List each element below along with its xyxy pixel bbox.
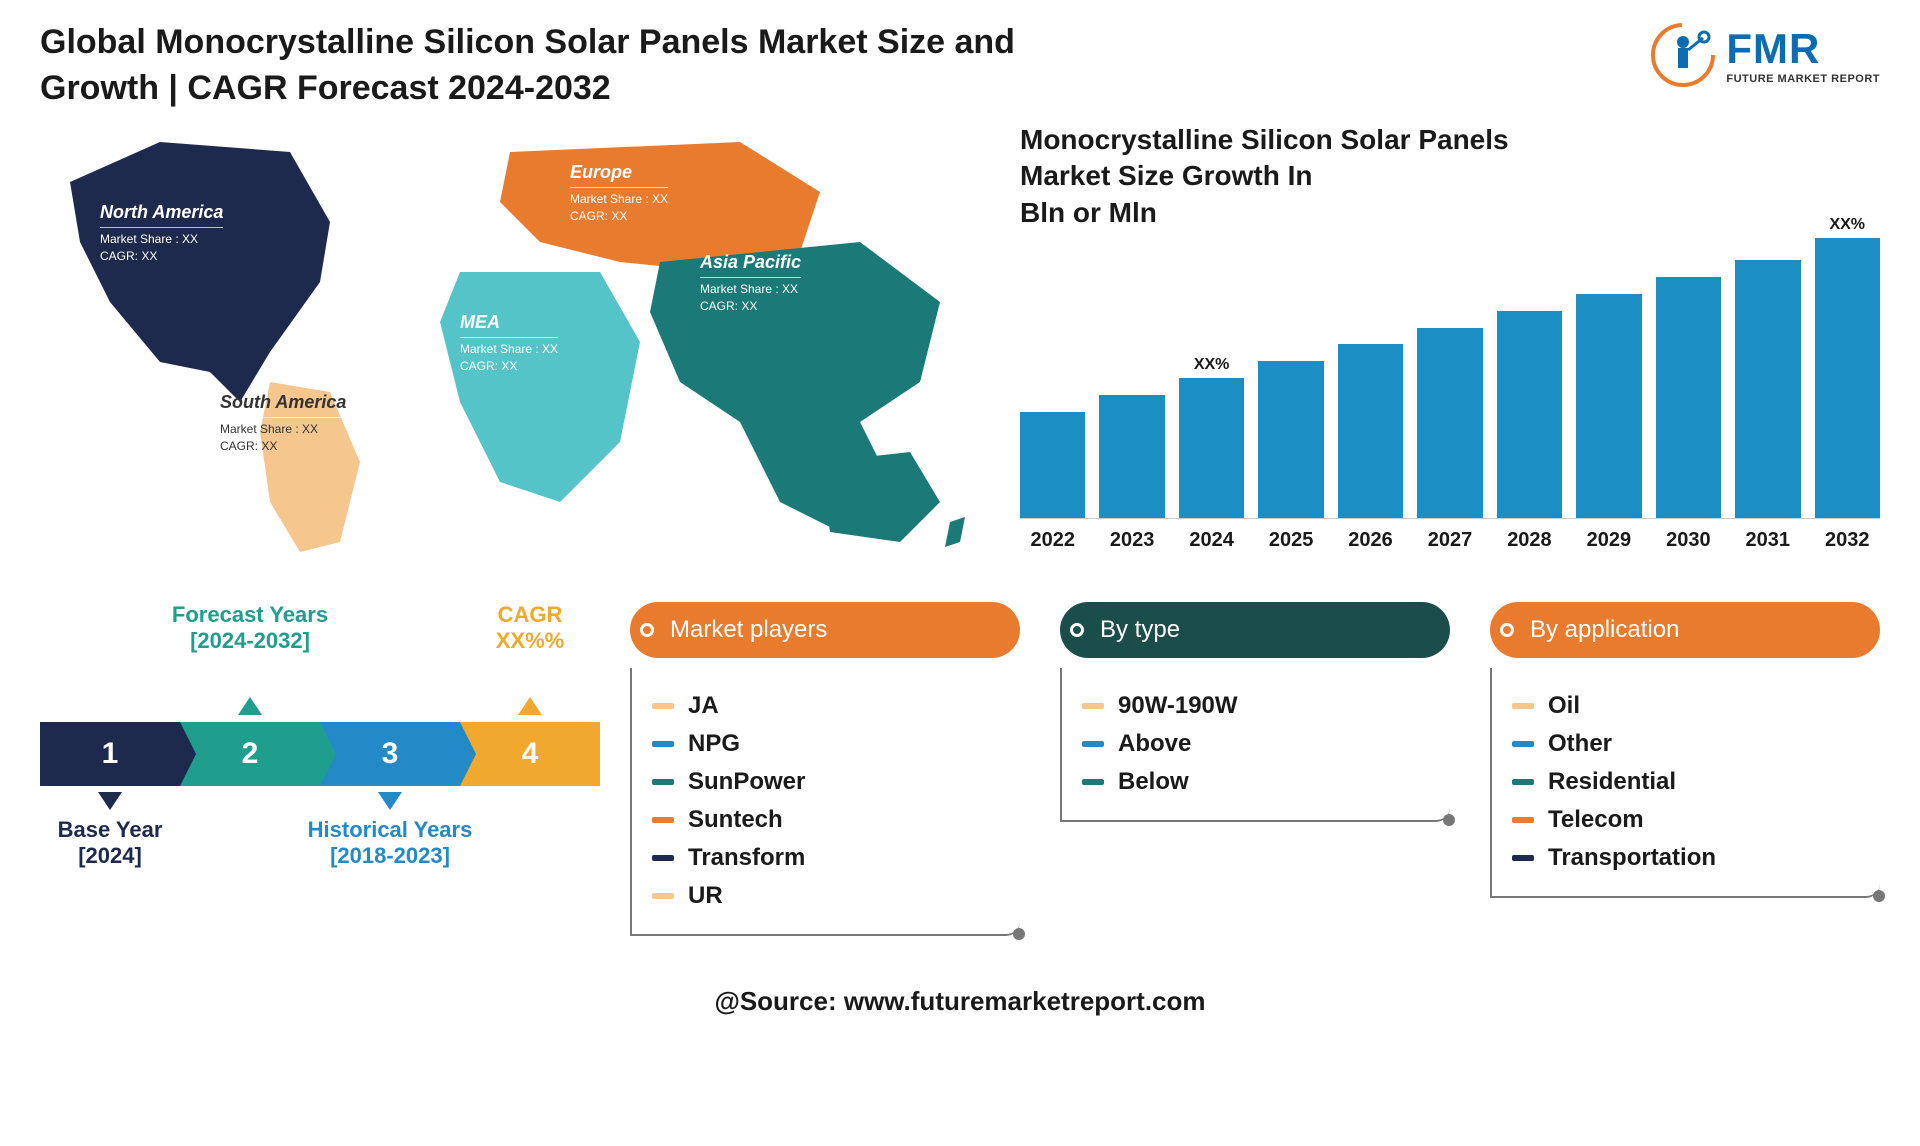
bar-2031 (1735, 260, 1800, 518)
bar-2030 (1656, 277, 1721, 518)
timeline-seg-3: 3 (320, 722, 460, 786)
list-item: Residential (1512, 768, 1870, 796)
pill-dot-icon (1070, 623, 1084, 637)
chart-title: Monocrystalline Silicon Solar Panels Mar… (1020, 122, 1880, 231)
category-title: By type (1100, 616, 1180, 644)
list-item: NPG (652, 730, 1010, 758)
category-title: By application (1530, 616, 1679, 644)
bar-2028 (1497, 311, 1562, 518)
chart-title-l3: Bln or Mln (1020, 197, 1157, 228)
xlabel-2025: 2025 (1258, 529, 1323, 552)
xlabel-2023: 2023 (1099, 529, 1164, 552)
list-item: Other (1512, 730, 1870, 758)
list-item: JA (652, 692, 1010, 720)
category-title: Market players (670, 616, 827, 644)
xlabel-2027: 2027 (1417, 529, 1482, 552)
timeline-seg-2: 2 (180, 722, 320, 786)
bar-2023 (1099, 395, 1164, 518)
bar-2026 (1338, 344, 1403, 518)
category-frame: 90W-190W Above Below (1060, 668, 1450, 822)
bar-2027 (1417, 328, 1482, 518)
logo: FMR FUTURE MARKET REPORT (1648, 20, 1880, 90)
category-by-type: By type 90W-190W Above Below (1060, 602, 1450, 936)
timeline: Forecast Years[2024-2032] CAGRXX%% 1234 … (40, 602, 600, 872)
bar-2025 (1258, 361, 1323, 518)
list-item: 90W-190W (1082, 692, 1440, 720)
list-item: Transform (652, 844, 1010, 872)
xlabel-2032: 2032 (1815, 529, 1880, 552)
category-frame: JA NPG SunPower Suntech Transform UR (630, 668, 1020, 936)
upper-section: North America Market Share : XXCAGR: XX S… (40, 122, 1880, 562)
logo-text-main: FMR (1726, 25, 1880, 73)
categories: Market players JA NPG SunPower Suntech Trans… (630, 602, 1880, 936)
category-pill: Market players (630, 602, 1020, 658)
list-item: UR (652, 882, 1010, 910)
xlabel-2022: 2022 (1020, 529, 1085, 552)
bar-2022 (1020, 412, 1085, 518)
timeline-bar: 1234 (40, 722, 600, 786)
logo-text-sub: FUTURE MARKET REPORT (1726, 73, 1880, 85)
list-item: Below (1082, 768, 1440, 796)
list-item: SunPower (652, 768, 1010, 796)
category-pill: By application (1490, 602, 1880, 658)
bar-2029 (1576, 294, 1641, 518)
category-frame: Oil Other Residential Telecom Transportation (1490, 668, 1880, 898)
chart-x-labels: 2022 2023 2024 2025 2026 2027 2028 2029 2030 2031… (1020, 529, 1880, 552)
chart-title-l2: Market Size Growth In (1020, 160, 1313, 191)
xlabel-2031: 2031 (1735, 529, 1800, 552)
timeline-seg-1: 1 (40, 722, 180, 786)
list-item: Telecom (1512, 806, 1870, 834)
xlabel-2029: 2029 (1576, 529, 1641, 552)
list-item: Transportation (1512, 844, 1870, 872)
category-market-players: Market players JA NPG SunPower Suntech Trans… (630, 602, 1020, 936)
pill-dot-icon (1500, 623, 1514, 637)
bar-chart: Monocrystalline Silicon Solar Panels Mar… (1020, 122, 1880, 562)
source-footer: @Source: www.futuremarketreport.com (40, 986, 1880, 1017)
xlabel-2028: 2028 (1497, 529, 1562, 552)
list-item: Above (1082, 730, 1440, 758)
list-item: Oil (1512, 692, 1870, 720)
pill-dot-icon (640, 623, 654, 637)
xlabel-2026: 2026 (1338, 529, 1403, 552)
lower-section: Forecast Years[2024-2032] CAGRXX%% 1234 … (40, 602, 1880, 936)
header: Global Monocrystalline Silicon Solar Pan… (40, 20, 1880, 112)
xlabel-2030: 2030 (1656, 529, 1721, 552)
category-pill: By type (1060, 602, 1450, 658)
bar-2024: XX% (1179, 378, 1244, 518)
logo-icon (1648, 20, 1718, 90)
xlabel-2024: 2024 (1179, 529, 1244, 552)
timeline-seg-4: 4 (460, 722, 600, 786)
region-label-europe: Europe Market Share : XXCAGR: XX (570, 162, 668, 225)
region-label-south-america: South America Market Share : XXCAGR: XX (220, 392, 346, 455)
list-item: Suntech (652, 806, 1010, 834)
region-label-mea: MEA Market Share : XXCAGR: XX (460, 312, 558, 375)
region-label-asia-pacific: Asia Pacific Market Share : XXCAGR: XX (700, 252, 801, 315)
world-map: North America Market Share : XXCAGR: XX S… (40, 122, 990, 562)
chart-title-l1: Monocrystalline Silicon Solar Panels (1020, 124, 1509, 155)
bar-2032: XX% (1815, 238, 1880, 518)
chart-bars: XX% XX% (1020, 239, 1880, 519)
page-title: Global Monocrystalline Silicon Solar Pan… (40, 20, 1140, 112)
region-label-north-america: North America Market Share : XXCAGR: XX (100, 202, 223, 265)
category-by-application: By application Oil Other Residential Teleco… (1490, 602, 1880, 936)
